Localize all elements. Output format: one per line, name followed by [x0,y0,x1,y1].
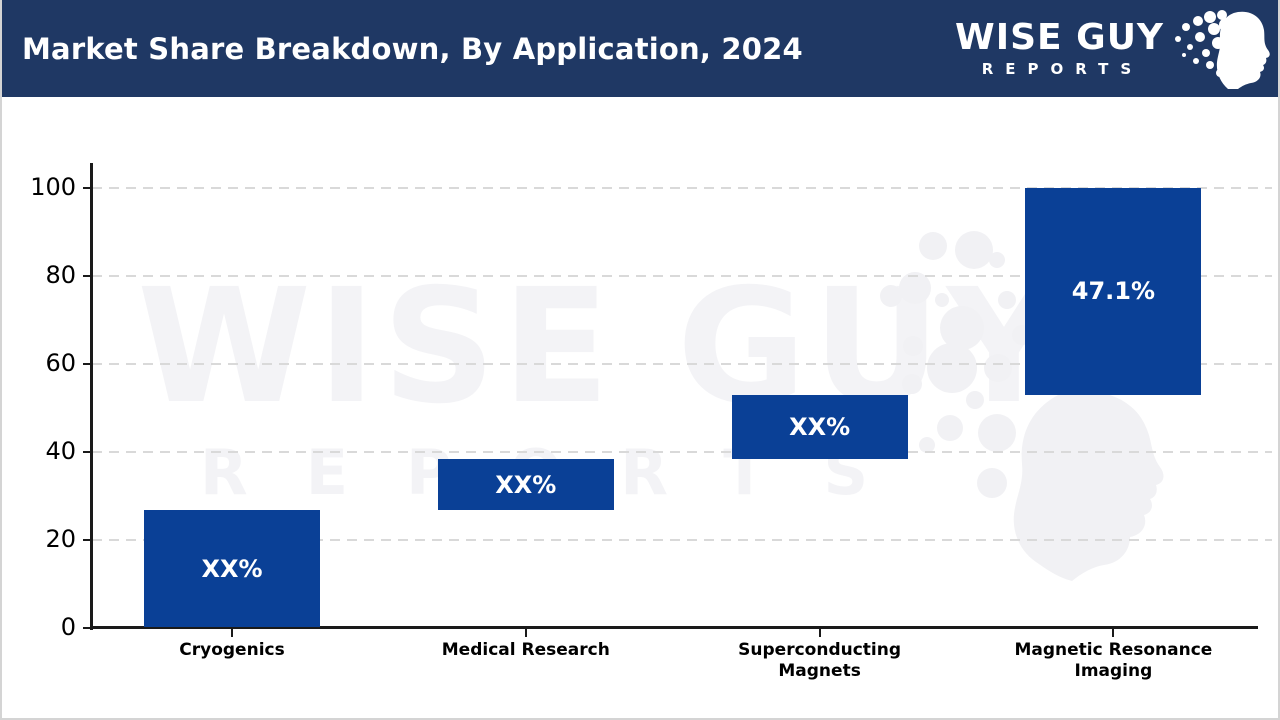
x-tick-2 [818,629,821,637]
wise-guy-reports-logo: WISE GUY REPORTS [955,9,1270,89]
y-tick-label-0: 0 [60,612,76,641]
y-tick-label-80: 80 [45,260,76,289]
y-tick-20 [83,538,92,541]
y-tick-label-60: 60 [45,348,76,377]
bar-value-label: XX% [201,554,263,583]
gridline-y20 [92,538,1272,541]
bar-medical-research: XX% [437,458,614,511]
bar-superconducting-magnets: XX% [731,394,908,459]
y-tick-label-40: 40 [45,436,76,465]
bar-cryogenics: XX% [144,510,320,628]
y-tick-0 [83,626,92,629]
x-axis-line [90,626,1258,629]
bar-value-label: 47.1% [1071,277,1156,306]
logo-text: WISE GUY REPORTS [955,20,1164,77]
bar-value-label: XX% [495,470,557,499]
watermark-head-icon [880,231,1164,581]
y-axis-line [90,163,93,630]
header-bar: Market Share Breakdown, By Application, … [2,0,1278,97]
x-tick-label-1: Medical Research [441,640,610,660]
x-tick-label-2: Superconducting Magnets [738,640,902,682]
y-tick-40 [83,450,92,453]
x-tick-1 [524,629,527,637]
bar-magnetic-resonance-imaging: 47.1% [1025,187,1202,395]
logo-wordmark: WISE GUY [954,17,1164,58]
bar-value-label: XX% [789,412,851,441]
y-tick-60 [83,362,92,365]
chart-title: Market Share Breakdown, By Application, … [22,31,803,66]
y-tick-label-100: 100 [30,172,76,201]
gridline-y40 [92,450,1272,453]
x-tick-label-3: Magnetic Resonance Imaging [1014,640,1213,682]
logo-subtitle: REPORTS [981,60,1144,78]
y-tick-80 [83,274,92,277]
y-tick-100 [83,186,92,189]
gridline-y60 [92,362,1272,365]
x-tick-0 [231,629,233,637]
gridline-y100 [92,186,1272,189]
y-tick-label-20: 20 [45,524,76,553]
logo-head-icon [1175,9,1270,89]
x-tick-3 [1112,629,1115,637]
gridline-y80 [92,274,1272,277]
x-tick-label-0: Cryogenics [179,640,285,660]
